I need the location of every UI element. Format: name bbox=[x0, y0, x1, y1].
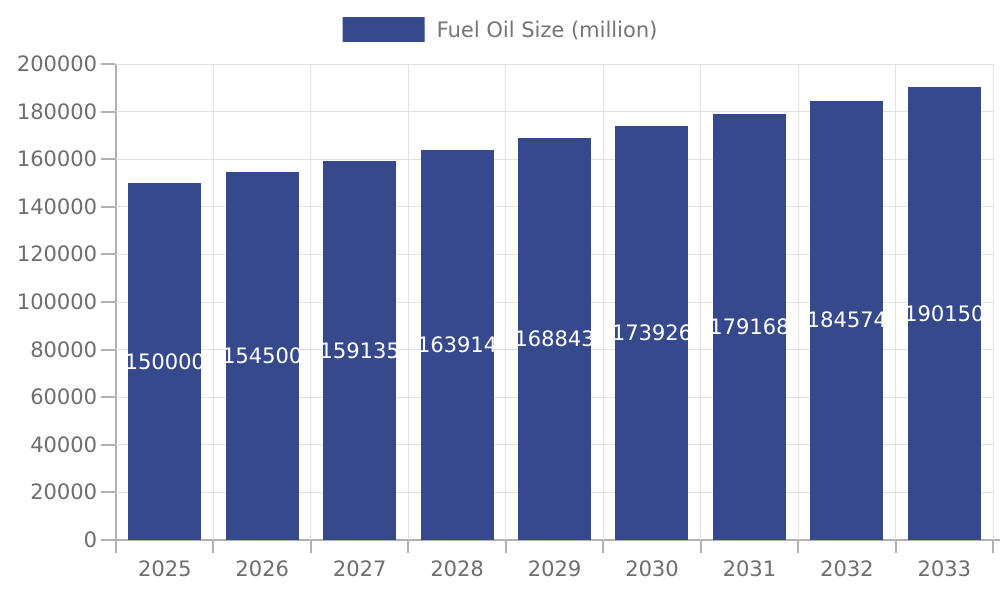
y-axis-tick bbox=[101, 348, 115, 351]
vertical-gridline bbox=[700, 64, 702, 540]
y-axis-tick bbox=[101, 443, 115, 446]
y-axis-label: 20000 bbox=[30, 480, 97, 505]
x-axis-tick bbox=[212, 540, 215, 553]
x-axis-tick bbox=[894, 540, 897, 553]
bar-2028[interactable]: 163914 bbox=[420, 149, 494, 540]
y-axis-tick bbox=[101, 396, 115, 399]
x-axis-label-2031: 2031 bbox=[722, 557, 777, 581]
x-axis-label-2033: 2033 bbox=[917, 557, 971, 581]
y-axis-label: 200000 bbox=[16, 52, 97, 76]
plot-area: 150000 154500 159135 163914 168843 173926 1791… bbox=[116, 63, 994, 540]
y-axis-tick bbox=[101, 110, 115, 113]
y-axis-tick bbox=[101, 539, 115, 541]
y-axis-label: 160000 bbox=[16, 147, 97, 172]
x-axis-label-2025: 2025 bbox=[137, 557, 192, 581]
y-axis-label: 80000 bbox=[30, 337, 97, 362]
legend-label: Fuel Oil Size (million) bbox=[436, 17, 658, 42]
bar-2027[interactable]: 159135 bbox=[323, 161, 397, 540]
bar-value-label: 184574 bbox=[810, 308, 884, 333]
x-axis-tick bbox=[992, 540, 994, 553]
bar-value-label: 168843 bbox=[518, 327, 591, 352]
x-axis-tick bbox=[115, 540, 117, 553]
bar-2032[interactable]: 184574 bbox=[810, 100, 884, 540]
y-axis-tick bbox=[101, 158, 115, 161]
y-axis-tick bbox=[101, 491, 115, 494]
x-axis-tick bbox=[407, 540, 410, 553]
bar-2029[interactable]: 168843 bbox=[518, 138, 591, 540]
y-axis-label: 0 bbox=[83, 528, 97, 552]
bar-value-label: 179168 bbox=[712, 314, 786, 339]
x-axis-tick bbox=[309, 540, 312, 553]
vertical-gridline bbox=[407, 64, 409, 540]
bar-value-label: 163914 bbox=[420, 332, 494, 357]
bar-value-label: 150000 bbox=[128, 349, 202, 374]
y-axis-label: 140000 bbox=[16, 194, 97, 219]
x-axis-line bbox=[115, 539, 1000, 541]
vertical-gridline bbox=[505, 64, 507, 540]
y-axis-tick bbox=[101, 301, 115, 303]
vertical-gridline bbox=[797, 64, 799, 540]
bar-2031[interactable]: 179168 bbox=[712, 113, 786, 540]
bar-2025[interactable]: 150000 bbox=[128, 183, 202, 540]
legend-item-fuel-oil-size[interactable]: Fuel Oil Size (million) bbox=[342, 17, 658, 42]
y-axis-label: 180000 bbox=[16, 99, 97, 124]
y-axis-label: 40000 bbox=[30, 432, 97, 457]
bar-value-label: 190150 bbox=[907, 301, 981, 326]
y-axis-tick bbox=[101, 205, 115, 208]
y-axis-tick bbox=[101, 253, 115, 256]
y-axis-tick bbox=[101, 63, 115, 65]
vertical-gridline bbox=[895, 64, 897, 540]
x-axis-label-2030: 2030 bbox=[625, 557, 679, 581]
x-axis-label-2027: 2027 bbox=[332, 557, 387, 581]
vertical-gridline bbox=[212, 64, 214, 540]
x-axis-label-2026: 2026 bbox=[235, 557, 289, 581]
bar-2026[interactable]: 154500 bbox=[225, 172, 299, 540]
x-axis-label-2028: 2028 bbox=[430, 557, 484, 581]
horizontal-gridline bbox=[116, 111, 993, 113]
bar-value-label: 154500 bbox=[225, 344, 299, 369]
y-axis-label: 100000 bbox=[16, 290, 97, 314]
x-axis-label-2029: 2029 bbox=[527, 557, 582, 581]
x-axis-tick bbox=[602, 540, 605, 553]
horizontal-gridline bbox=[116, 63, 993, 65]
y-axis-label: 60000 bbox=[30, 385, 97, 410]
bar-value-label: 159135 bbox=[323, 338, 397, 363]
y-axis-label: 120000 bbox=[16, 242, 97, 267]
vertical-gridline bbox=[992, 64, 994, 540]
bar-value-label: 173926 bbox=[615, 321, 689, 346]
vertical-gridline bbox=[310, 64, 312, 540]
vertical-gridline bbox=[602, 64, 604, 540]
bar-2033[interactable]: 190150 bbox=[907, 87, 981, 540]
x-axis-tick bbox=[699, 540, 702, 553]
bar-2030[interactable]: 173926 bbox=[615, 126, 689, 540]
x-axis-tick bbox=[797, 540, 800, 553]
x-axis-tick bbox=[504, 540, 507, 553]
legend-swatch bbox=[342, 17, 425, 42]
x-axis-label-2032: 2032 bbox=[820, 557, 874, 581]
y-axis-line bbox=[115, 64, 117, 553]
